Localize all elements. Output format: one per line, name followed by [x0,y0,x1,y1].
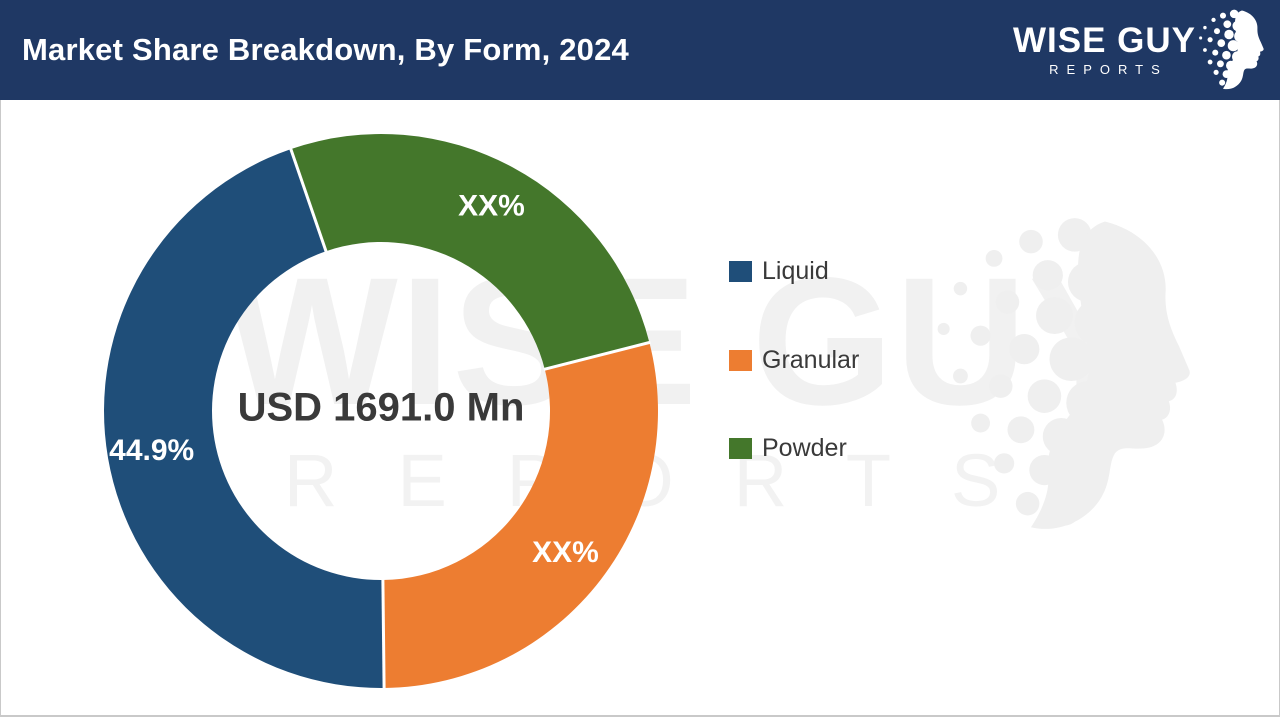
donut-chart: 44.9% XX% XX% [104,134,658,689]
legend-swatch-liquid [729,261,752,283]
legend-swatch-granular [729,349,752,371]
page-title: Market Share Breakdown, By Form, 2024 [22,32,629,67]
legend-item-powder: Powder [729,434,859,463]
slice-label-liquid: 44.9% [109,434,194,467]
donut-slice-granular [382,342,658,688]
chart-center-value: USD 1691.0 Mn [237,385,525,430]
wiseguy-logo: WISE GUY REPORTS [1013,7,1280,93]
legend-swatch-powder [729,438,752,460]
legend-item-liquid: Liquid [729,257,859,286]
slice-separator [289,147,328,253]
legend-label-powder: Powder [762,434,847,462]
slice-separator [381,578,386,689]
slice-label-granular: XX% [532,536,599,569]
logo-wordmark: WISE GUY [1012,21,1196,60]
legend-label-liquid: Liquid [762,257,829,285]
header-bar: Market Share Breakdown, By Form, 2024 WI… [0,0,1280,100]
donut-slice-powder [290,134,650,370]
chart-area: WISE GUY REPORTS 44.9% XX% XX% [0,100,1280,717]
logo-subtitle: REPORTS [1049,62,1168,77]
slice-separator [543,340,651,371]
donut-slice-liquid [104,149,385,688]
dotted-face-icon [1199,9,1264,90]
logo-text: WISE GUY REPORTS [1013,23,1196,77]
slice-label-powder: XX% [458,190,525,223]
legend-item-granular: Granular [729,345,860,375]
chart-legend: Liquid Granular Powder [729,257,860,463]
legend-label-granular: Granular [762,345,860,374]
